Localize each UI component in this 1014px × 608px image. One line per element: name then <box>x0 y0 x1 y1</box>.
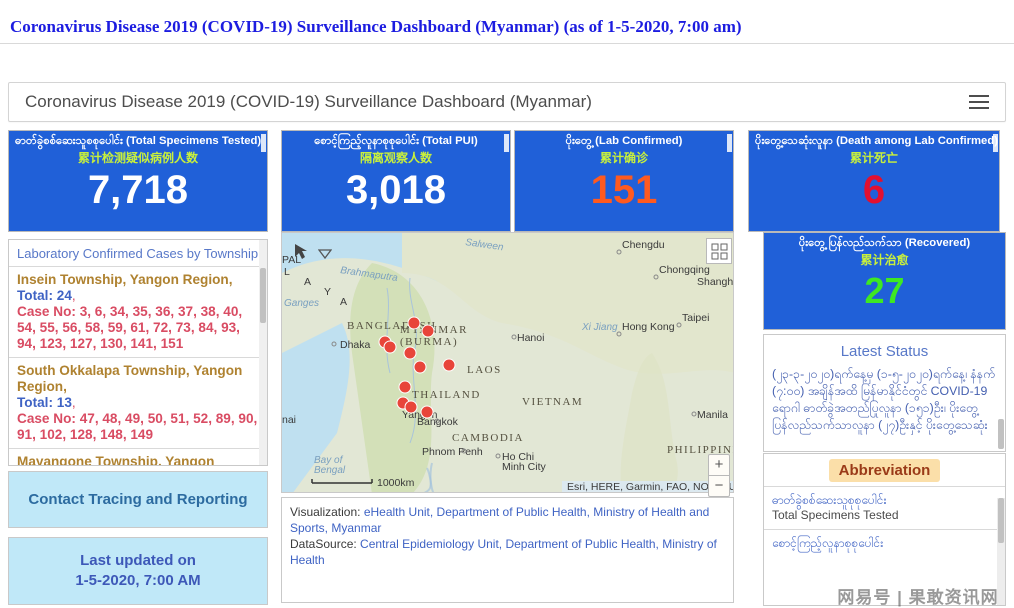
svg-text:VIETNAM: VIETNAM <box>522 396 583 408</box>
svg-text:THAILAND: THAILAND <box>412 389 481 401</box>
svg-text:CAMBODIA: CAMBODIA <box>452 432 524 444</box>
svg-text:Xi Jiang: Xi Jiang <box>581 322 618 333</box>
svg-text:Manila: Manila <box>697 409 728 421</box>
svg-text:Dhaka: Dhaka <box>340 339 371 351</box>
svg-text:Ganges: Ganges <box>284 298 319 309</box>
svg-text:A: A <box>340 296 347 308</box>
svg-text:A: A <box>304 276 311 288</box>
svg-text:Hanoi: Hanoi <box>517 332 544 344</box>
svg-text:L: L <box>284 266 290 278</box>
svg-text:Taipei: Taipei <box>682 312 709 324</box>
svg-text:1000km: 1000km <box>377 477 415 489</box>
svg-text:Minh City: Minh City <box>502 461 547 473</box>
svg-text:(BURMA): (BURMA) <box>400 336 458 348</box>
svg-text:Hong Kong: Hong Kong <box>622 321 675 333</box>
svg-text:Phnom Penh: Phnom Penh <box>422 446 483 458</box>
svg-text:nai: nai <box>282 414 296 426</box>
svg-text:Bengal: Bengal <box>314 465 346 476</box>
svg-text:Y: Y <box>324 286 331 298</box>
svg-text:LAOS: LAOS <box>467 364 502 376</box>
svg-text:Shanghai: Shanghai <box>697 276 734 288</box>
svg-text:Chengdu: Chengdu <box>622 239 665 251</box>
svg-text:Chongqing: Chongqing <box>659 264 710 276</box>
svg-text:Bangkok: Bangkok <box>417 416 459 428</box>
